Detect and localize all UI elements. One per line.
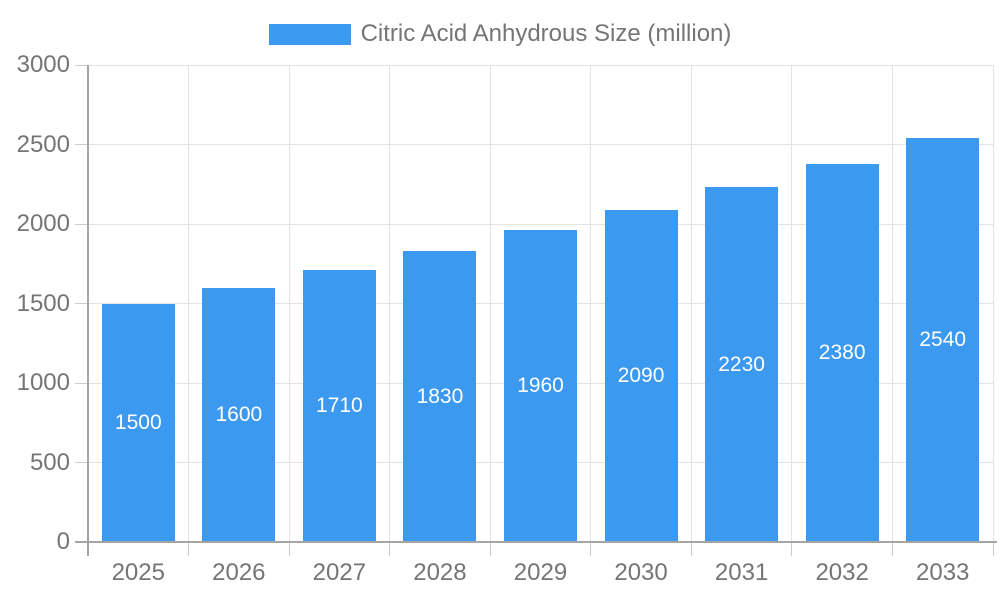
y-axis-label: 2500 [16,130,70,158]
bar-value-label: 1500 [114,410,162,434]
bar-2031[interactable]: 2230 [705,187,779,542]
y-axis-label: 1500 [16,289,70,317]
x-axis-label: 2025 [111,559,165,586]
x-axis-tick [389,543,391,556]
x-axis-tick [992,543,994,556]
x-gridline [891,65,893,542]
bar-value-label: 1960 [517,374,564,398]
bar-value-label: 1600 [215,402,263,426]
bar-value-label: 2540 [919,328,967,352]
y-gridline [88,223,993,225]
x-gridline [188,65,190,542]
bar-value-label: 1830 [416,384,464,408]
x-gridline [489,65,491,542]
x-gridline [690,65,692,542]
x-gridline [791,65,793,542]
y-axis-line [87,65,89,556]
y-axis-label: 2000 [16,210,70,237]
bar-2028[interactable]: 1830 [403,251,477,542]
bar-value-label: 2090 [617,363,665,387]
x-axis-line [75,541,997,543]
y-axis-tick [75,462,88,463]
x-gridline [590,65,592,542]
y-axis-label: 1000 [16,369,70,396]
x-axis-tick [188,543,190,556]
x-axis-tick [489,543,491,556]
y-axis-tick [75,303,88,304]
y-axis-label: 0 [56,528,70,555]
bar-2025[interactable]: 1500 [101,303,175,542]
bar-2033[interactable]: 2540 [906,138,980,542]
bar-2027[interactable]: 1710 [302,270,376,542]
x-axis-label: 2030 [614,559,668,586]
x-axis-label: 2027 [312,559,367,586]
x-axis-label: 2033 [916,559,970,586]
x-axis-tick [288,543,290,556]
bar-value-label: 2380 [818,340,866,364]
y-axis-tick [75,382,88,384]
y-axis-tick [75,223,88,225]
x-axis-label: 2028 [413,559,467,586]
y-gridline [88,64,993,66]
y-gridline [88,144,993,145]
x-axis-tick [791,543,793,556]
y-axis-label: 500 [29,448,70,476]
x-axis-tick [891,543,893,556]
x-gridline [389,65,391,542]
bar-2030[interactable]: 2090 [604,209,678,542]
x-axis-label: 2029 [513,559,568,586]
x-axis-label: 2026 [212,559,266,586]
x-gridline [992,65,994,542]
bar-2032[interactable]: 2380 [805,163,879,542]
legend-label: Citric Acid Anhydrous Size (million) [360,20,732,47]
y-axis-tick [75,144,88,145]
x-axis-tick [690,543,692,556]
bar-value-label: 1710 [316,394,363,418]
y-axis-label: 3000 [16,51,70,78]
legend: Citric Acid Anhydrous Size (million) [0,20,1000,48]
x-axis-label: 2031 [714,559,769,586]
x-axis-label: 2032 [815,559,869,586]
bar-value-label: 2230 [718,352,765,376]
legend-swatch [268,23,351,45]
bar-2026[interactable]: 1600 [202,287,276,542]
plot-area: 1500 1600 1710 1830 1960 2090 2230 2380 2540 [88,64,994,542]
x-gridline [288,65,290,542]
x-axis-tick [590,543,592,556]
bar-2029[interactable]: 1960 [504,230,577,542]
y-axis-tick [75,64,88,66]
